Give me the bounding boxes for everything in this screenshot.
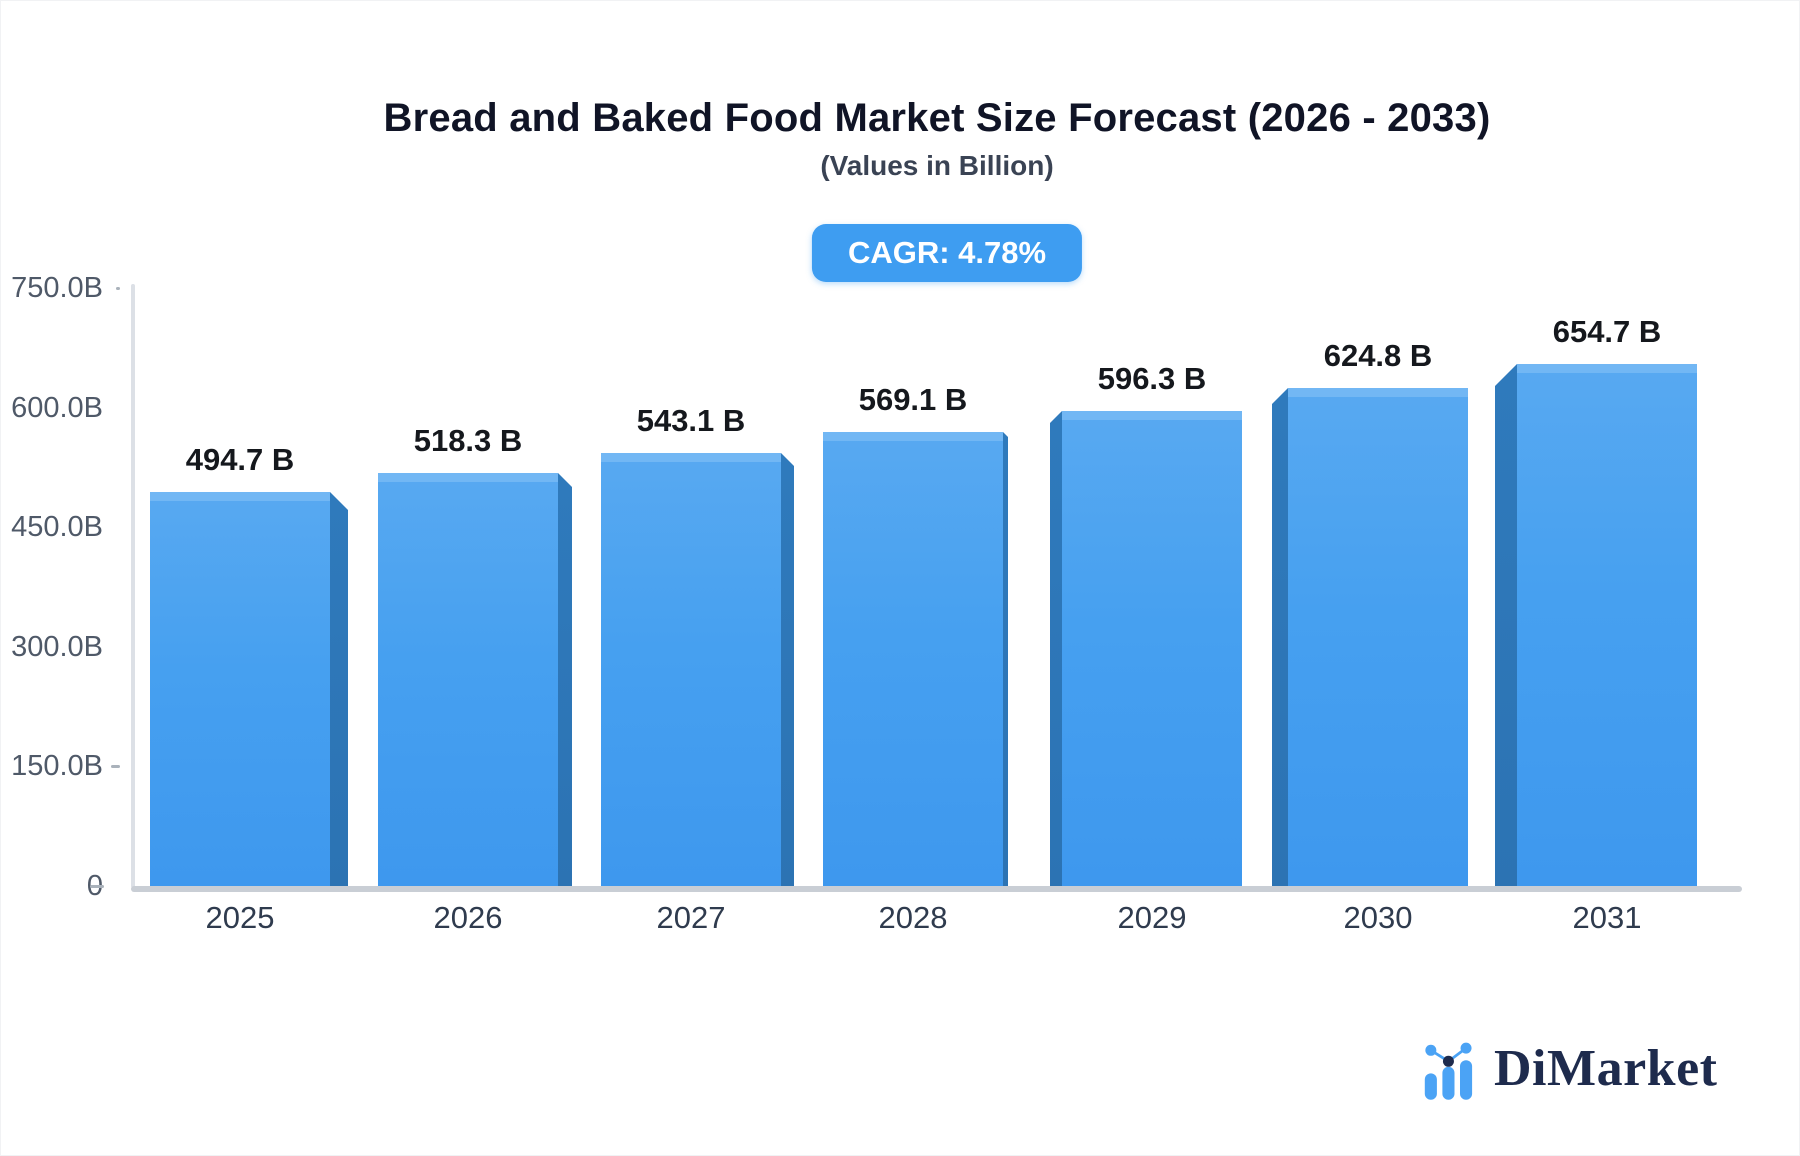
bar-value-label: 654.7 B	[1552, 314, 1662, 349]
y-tick-label: 0	[86, 870, 103, 902]
bar-front-face	[378, 473, 558, 886]
x-axis-line	[131, 886, 1742, 892]
bar-3d-side	[781, 453, 794, 886]
chart-title: Bread and Baked Food Market Size Forecas…	[383, 96, 1491, 140]
bar-3d-side	[1495, 364, 1517, 886]
y-tick-mark	[111, 765, 120, 769]
bar-value-label: 518.3 B	[413, 423, 523, 458]
bar-value-label: 569.1 B	[858, 382, 968, 417]
bar-2030	[1272, 388, 1468, 886]
bar-top-highlight	[601, 453, 781, 462]
bar-front-face	[1288, 388, 1468, 886]
y-tick-mark	[116, 287, 120, 290]
x-tick-label: 2029	[1117, 900, 1187, 935]
bar-front-face	[601, 453, 781, 886]
bar-3d-side	[558, 473, 572, 886]
y-axis-line	[131, 284, 135, 888]
bar-value-label: 543.1 B	[636, 403, 746, 438]
bar-front-face	[150, 492, 330, 886]
bar-value-label: 624.8 B	[1323, 338, 1433, 373]
bar-front-face	[1062, 411, 1242, 886]
bar-top-highlight	[823, 432, 1003, 441]
y-tick-label: 300.0B	[11, 630, 103, 663]
y-tick-label: 450.0B	[11, 511, 103, 544]
bar-top-highlight	[1288, 388, 1468, 397]
bar-front-face	[1517, 364, 1697, 886]
x-tick-label: 2028	[878, 900, 948, 935]
bar-chart-logo-icon	[1424, 1042, 1473, 1100]
bar-3d-side	[330, 492, 348, 886]
x-tick-label: 2027	[656, 900, 726, 935]
bar-3d-side	[1050, 411, 1062, 886]
dimarket-logo: DiMarket	[1418, 1036, 1717, 1102]
chart-subtitle: (Values in Billion)	[820, 150, 1054, 181]
bar-2029	[1050, 411, 1242, 886]
bar-value-label: 494.7 B	[185, 442, 295, 477]
y-tick-label: 600.0B	[11, 391, 103, 424]
x-tick-label: 2031	[1572, 900, 1642, 935]
x-tick-label: 2030	[1343, 900, 1413, 935]
y-tick-label: 150.0B	[11, 750, 103, 783]
bar-3d-side	[1003, 432, 1008, 886]
bar-2026	[378, 473, 572, 886]
bar-2027	[601, 453, 794, 886]
cagr-badge: CAGR: 4.78%	[811, 224, 1083, 282]
bar-top-highlight	[378, 473, 558, 482]
plot-area: 750.0B 600.0B 450.0B 300.0B 150.0B 0 494.7 B 5…	[11, 272, 1742, 935]
bar-value-label: 596.3 B	[1097, 361, 1207, 396]
y-tick-label: 750.0B	[11, 272, 103, 304]
bar-3d-side	[1272, 388, 1288, 886]
x-tick-label: 2026	[433, 900, 503, 935]
x-tick-label: 2025	[205, 900, 275, 935]
bar-2028	[823, 432, 1008, 886]
bar-top-highlight	[1062, 411, 1242, 420]
logo-text: DiMarket	[1494, 1040, 1718, 1097]
y-tick-mark	[90, 885, 104, 888]
bar-top-highlight	[150, 492, 330, 501]
bar-2031	[1495, 364, 1697, 886]
bar-front-face	[823, 432, 1003, 886]
bar-2025	[150, 492, 348, 886]
bar-top-highlight	[1517, 364, 1697, 373]
